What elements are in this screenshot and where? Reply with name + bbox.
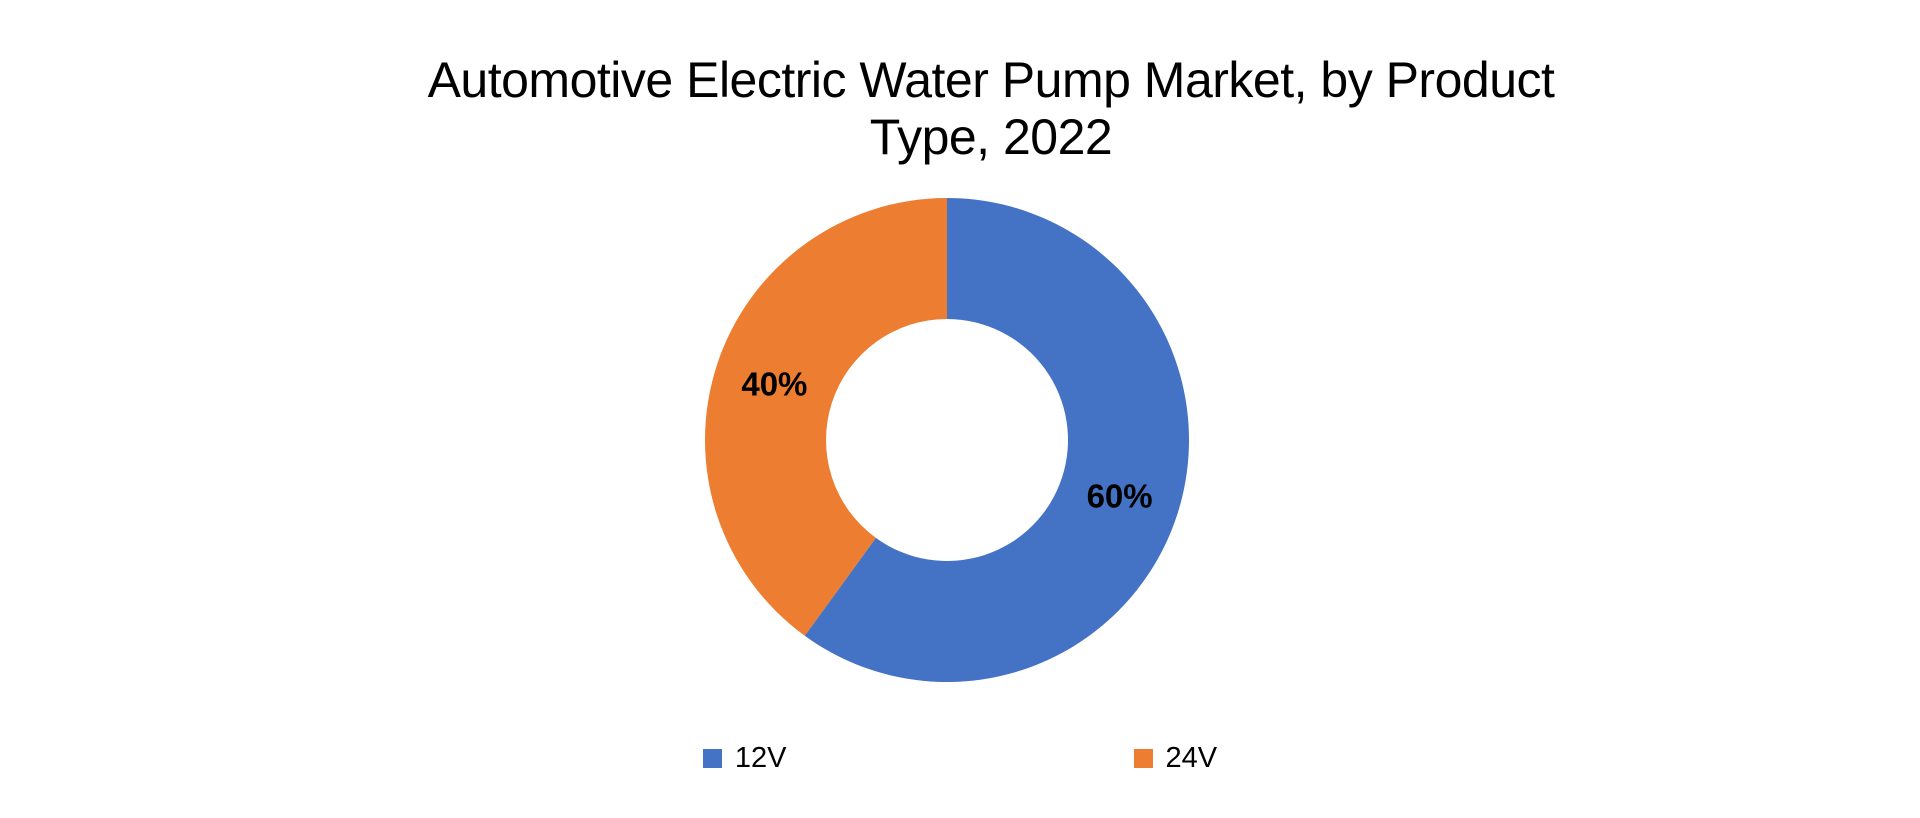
legend-swatch-24v-icon <box>1133 749 1153 768</box>
legend-label-24v: 24V <box>1165 742 1218 774</box>
legend: 12V 24V <box>0 742 1920 775</box>
donut-chart: 60% 40% <box>705 198 1189 682</box>
data-label-12v: 60% <box>1087 478 1153 515</box>
chart-title-line2: Type, 2022 <box>869 109 1113 165</box>
chart-title: Automotive Electric Water Pump Market, b… <box>62 52 1920 166</box>
slice-12v <box>804 198 1189 682</box>
legend-swatch-12v-icon <box>702 749 722 768</box>
chart-title-line1: Automotive Electric Water Pump Market, b… <box>427 52 1555 108</box>
data-label-24v: 40% <box>741 365 807 402</box>
legend-label-12v: 12V <box>734 742 787 774</box>
legend-item-24v: 24V <box>1133 742 1218 775</box>
slice-24v <box>705 198 947 636</box>
legend-item-12v: 12V <box>702 742 787 775</box>
